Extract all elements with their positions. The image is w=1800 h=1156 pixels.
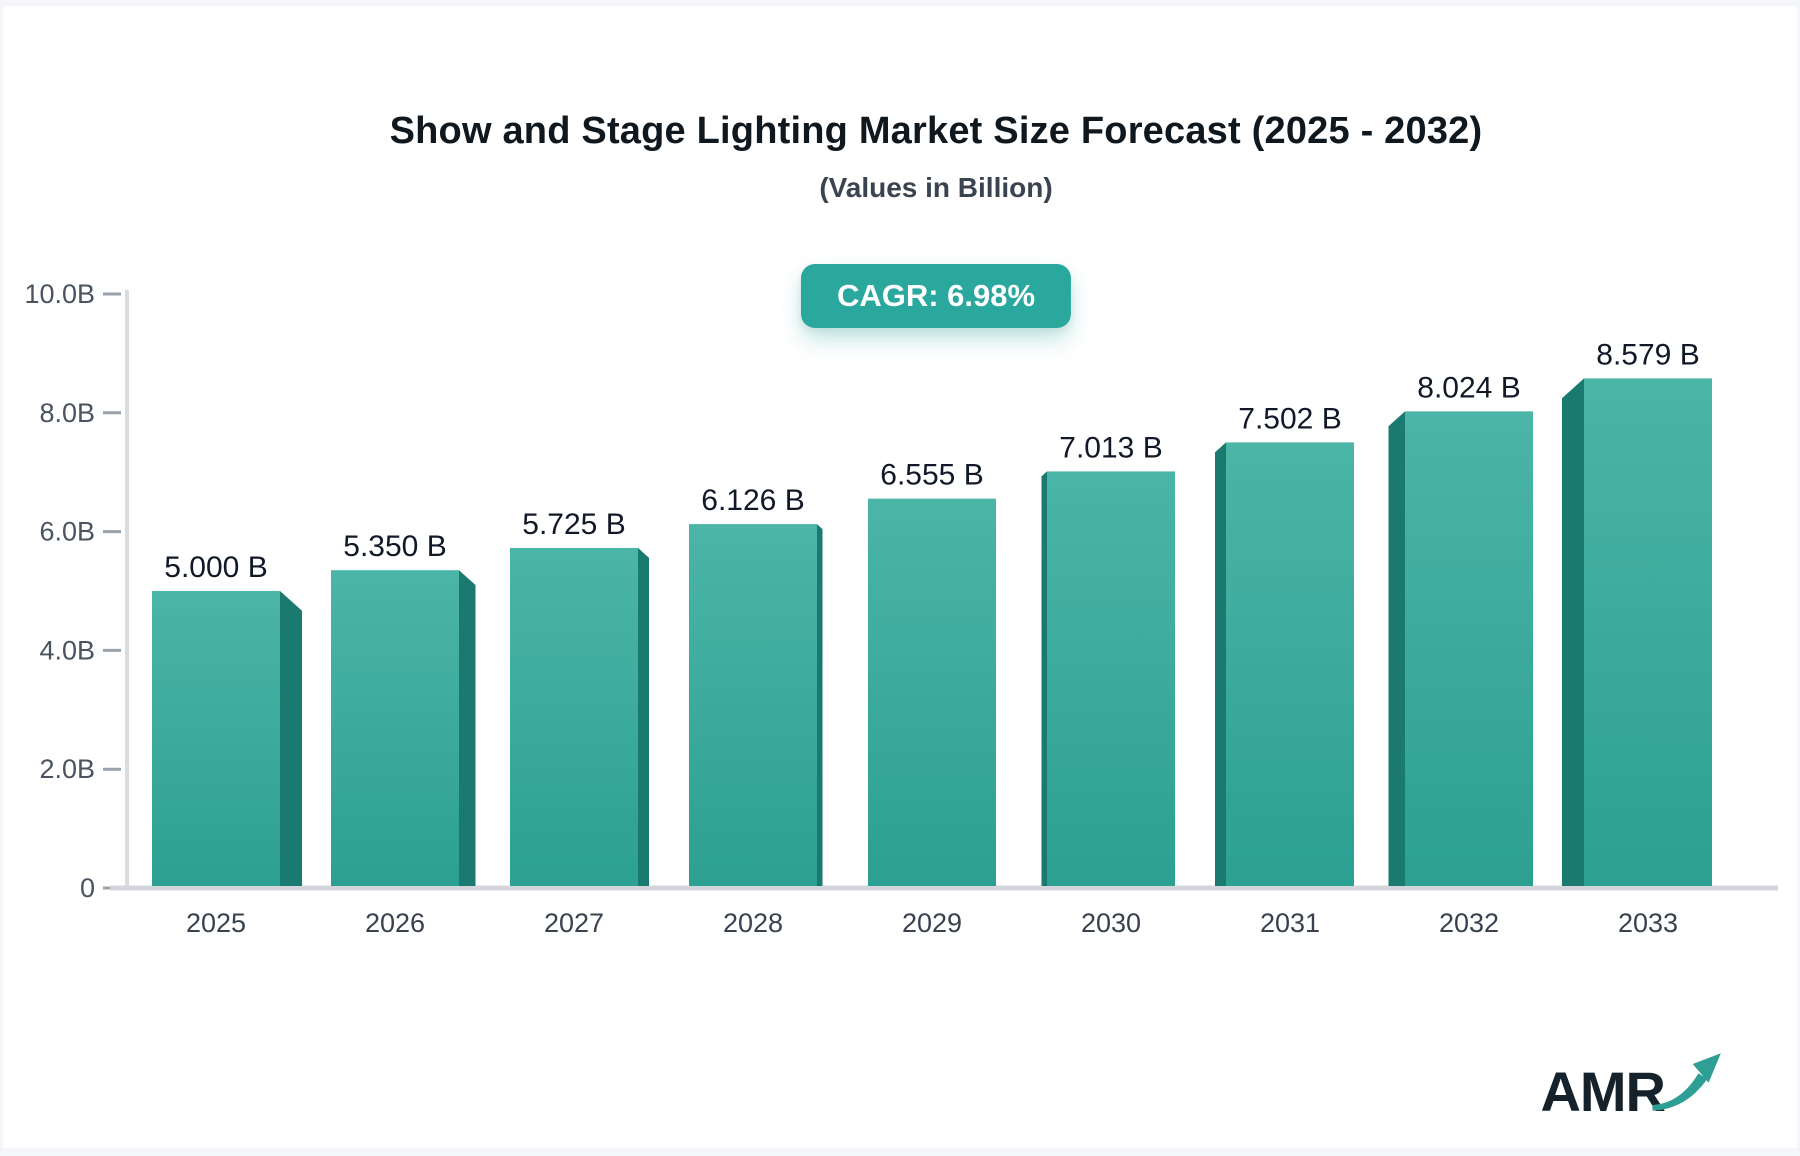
x-tick-label: 2026	[365, 908, 425, 938]
bar-value-label: 7.502 B	[1238, 402, 1341, 435]
cagr-badge: CAGR: 6.98%	[800, 264, 1072, 328]
bar-side-face	[459, 570, 476, 886]
amr-logo: AMR	[1540, 1046, 1723, 1120]
bar-side-face	[1388, 411, 1405, 886]
y-tick-label: 10.0B	[24, 279, 95, 309]
bar-value-label: 7.013 B	[1059, 431, 1162, 464]
bar-side-face	[280, 591, 302, 886]
y-tick-label: 0	[80, 873, 95, 903]
amr-logo-text: AMR	[1540, 1060, 1666, 1123]
bar	[1047, 471, 1175, 886]
bar-side-face	[1041, 471, 1047, 886]
bar	[1584, 378, 1712, 886]
x-tick-label: 2033	[1618, 908, 1678, 938]
page-subtitle: (Values in Billion)	[819, 172, 1053, 203]
bar	[1405, 411, 1533, 886]
bar	[510, 547, 638, 886]
bar-value-label: 6.555 B	[880, 459, 983, 492]
y-tick-label: 4.0B	[39, 635, 95, 665]
x-tick-label: 2027	[544, 908, 604, 938]
chart-card: Show and Stage Lighting Market Size Fore…	[3, 6, 1797, 1148]
x-tick-label: 2029	[902, 908, 962, 938]
bar-value-label: 6.126 B	[701, 484, 804, 517]
y-tick-label: 8.0B	[39, 398, 95, 428]
bar	[152, 591, 280, 886]
bar-value-label: 8.579 B	[1596, 338, 1699, 371]
bar-value-label: 5.000 B	[164, 551, 267, 584]
y-tick-label: 2.0B	[39, 754, 95, 784]
x-tick-label: 2032	[1439, 908, 1499, 938]
bar	[868, 498, 996, 886]
bar-side-face	[1215, 442, 1226, 886]
bar	[689, 524, 817, 886]
x-tick-label: 2025	[186, 908, 246, 938]
bar	[331, 570, 459, 886]
x-tick-label: 2031	[1260, 908, 1320, 938]
bar-value-label: 5.725 B	[522, 508, 625, 541]
bar-side-face	[638, 547, 649, 886]
bar-side-face	[1562, 378, 1584, 886]
page-title: Show and Stage Lighting Market Size Fore…	[389, 110, 1483, 152]
bar-side-face	[817, 524, 823, 886]
x-tick-label: 2030	[1081, 908, 1141, 938]
x-tick-label: 2028	[723, 908, 783, 938]
bar	[1226, 442, 1354, 886]
bar-value-label: 8.024 B	[1417, 371, 1520, 404]
growth-arrow-icon	[1652, 1053, 1721, 1111]
bar-value-label: 5.350 B	[343, 530, 446, 563]
y-tick-label: 6.0B	[39, 517, 95, 547]
